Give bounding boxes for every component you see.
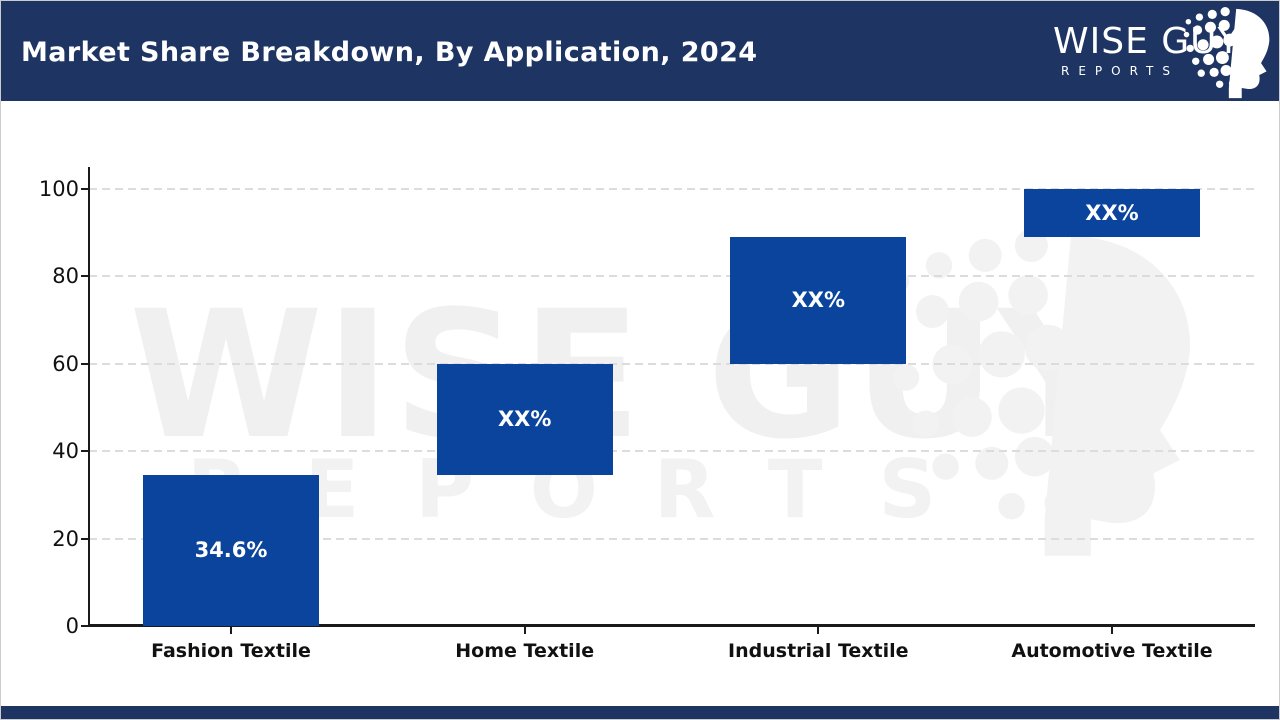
y-tick-label-40: 40 [52, 439, 79, 464]
x-tick-mark-1 [523, 627, 526, 634]
wise-guy-reports-logo: WISE GUY REPORTS [1023, 5, 1273, 99]
bar-value-label: XX% [1085, 201, 1139, 226]
gridline-y-100 [89, 188, 1254, 190]
y-tick-mark-100 [81, 188, 88, 190]
bar-fashion-textile[interactable]: 34.6% [143, 474, 319, 626]
plot-area: 0 20 40 60 80 100 34.6% Fashion Textile XX% Home … [1, 101, 1279, 708]
bar-value-label: XX% [791, 288, 846, 313]
x-tick-mark-0 [230, 627, 232, 634]
bar-home-textile[interactable]: XX% [436, 363, 613, 475]
x-tick-label-3: Automotive Textile [1011, 640, 1213, 662]
header-bar: Market Share Breakdown, By Application, … [1, 1, 1279, 101]
x-tick-mark-2 [817, 627, 820, 634]
y-tick-mark-20 [81, 537, 88, 540]
y-tick-label-80: 80 [52, 264, 79, 289]
bar-value-label: 34.6% [194, 538, 268, 563]
y-axis-line [88, 167, 90, 626]
logo-head-icon [1183, 7, 1270, 99]
gridline-y-40 [89, 450, 1254, 453]
x-tick-label-2: Industrial Textile [728, 640, 909, 662]
chart-title: Market Share Breakdown, By Application, … [21, 37, 758, 68]
logo-text: WISE GUY REPORTS [1053, 21, 1241, 79]
y-tick-mark-80 [81, 275, 88, 278]
y-tick-label-20: 20 [52, 526, 79, 551]
gridline-y-80 [89, 275, 1254, 278]
y-tick-label-60: 60 [52, 351, 79, 376]
y-tick-mark-60 [81, 362, 88, 365]
x-tick-label-0: Fashion Textile [151, 640, 311, 662]
bar-value-label: XX% [497, 407, 552, 432]
bar-automotive-textile[interactable]: XX% [1024, 189, 1200, 238]
logo-wiseguy-label: WISE GUY [1053, 21, 1241, 62]
bar-industrial-textile[interactable]: XX% [730, 237, 907, 364]
gridline-y-60 [89, 362, 1254, 365]
logo-reports-label: REPORTS [1060, 64, 1179, 78]
y-tick-label-100: 100 [38, 177, 79, 201]
x-tick-mark-3 [1111, 627, 1113, 634]
x-tick-label-1: Home Textile [455, 640, 595, 662]
gridline-y-20 [89, 537, 1254, 540]
y-tick-label-0: 0 [65, 614, 79, 638]
y-tick-mark-40 [81, 450, 88, 453]
x-axis-line [88, 624, 1255, 627]
y-tick-mark-0 [81, 625, 88, 627]
footer-bar [1, 706, 1279, 719]
